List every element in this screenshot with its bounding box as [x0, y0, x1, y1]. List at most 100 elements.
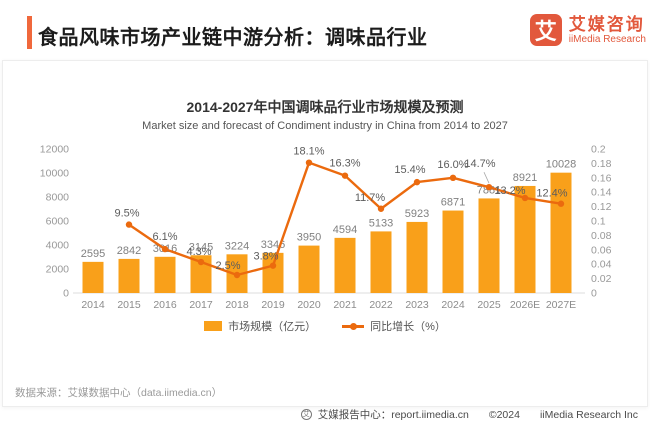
right-axis-tick: 0.08 — [591, 230, 612, 242]
bar-2026E — [514, 185, 536, 293]
footer-company: iiMedia Research Inc — [539, 408, 638, 421]
legend-label: 同比增长（%） — [370, 321, 446, 333]
left-axis-tick: 6000 — [46, 216, 70, 228]
line-marker-2027E — [557, 200, 565, 207]
bar-value-label: 2595 — [81, 248, 105, 260]
x-axis-label: 2017 — [189, 299, 213, 311]
bar-value-label: 3950 — [297, 232, 321, 244]
chart-subtitle: Market size and forecast of Condiment in… — [142, 120, 508, 132]
right-axis-tick: 0.04 — [591, 259, 612, 271]
bar-swatch-icon — [204, 321, 223, 331]
x-axis-label: 2023 — [405, 299, 429, 311]
combo-chart: 0 2000 4000 6000 8000 10000 12000 0 0.02 0.04 0.06… — [40, 144, 612, 312]
right-axis-tick: 0.1 — [591, 216, 606, 228]
bar-2019 — [262, 252, 284, 293]
line-marker-2026E — [521, 194, 529, 202]
left-axis-tick: 0 — [63, 288, 69, 300]
iimedia-logo-icon: 艾 — [529, 14, 562, 46]
bar-2015 — [118, 258, 140, 293]
growth-label: 15.4% — [394, 164, 425, 176]
growth-label: 16.3% — [329, 158, 360, 170]
line-marker-2016 — [161, 245, 169, 253]
x-axis-label: 2027E — [546, 299, 576, 311]
bar-value-label: 10028 — [546, 159, 577, 171]
bar-2024 — [442, 210, 464, 293]
left-axis-tick: 2000 — [46, 264, 70, 276]
label-leader-line — [483, 171, 490, 184]
x-axis-label: 2019 — [261, 299, 285, 311]
line-marker-2025 — [485, 183, 493, 191]
x-axis-label: 2022 — [369, 299, 393, 311]
chart-legend: 市场规模（亿元） 同比增长（%） — [3, 318, 647, 334]
bar-2022 — [370, 231, 392, 293]
x-axis-label: 2020 — [297, 299, 321, 311]
left-axis-tick: 12000 — [40, 144, 69, 156]
x-axis-label: 2026E — [510, 299, 540, 311]
right-axis-tick: 0.02 — [591, 273, 612, 285]
footer-bar: 艾 艾媒报告中心：report.iimedia.cn ©2024 iiMedia… — [0, 407, 650, 422]
legend-item-market-size: 市场规模（亿元） — [204, 318, 316, 334]
growth-label: 13.2% — [494, 185, 525, 197]
line-marker-2019 — [269, 262, 277, 269]
iimedia-globe-icon: 艾 — [300, 409, 312, 420]
growth-label: 14.7% — [464, 158, 495, 170]
footer-copyright: ©2024 — [488, 408, 520, 421]
x-axis-label: 2024 — [441, 299, 465, 311]
logo-subtitle: iiMedia Research — [568, 33, 646, 45]
right-axis-tick: 0 — [591, 288, 597, 300]
right-axis-tick: 0.06 — [591, 244, 612, 256]
bar-value-label: 4594 — [333, 224, 357, 236]
right-axis-tick: 0.16 — [591, 172, 612, 184]
x-axis-label: 2018 — [225, 299, 249, 311]
chart-title: 2014-2027年中国调味品行业市场规模及预测 — [186, 99, 464, 115]
line-marker-2018 — [233, 271, 241, 279]
bar-value-label: 2842 — [117, 245, 141, 257]
legend-label: 市场规模（亿元） — [228, 321, 317, 333]
footer-report-center: 艾媒报告中心：report.iimedia.cn — [317, 409, 469, 421]
line-marker-2020 — [305, 159, 313, 166]
bar-value-label: 7881 — [477, 184, 501, 196]
line-marker-2015 — [125, 221, 133, 228]
x-axis-label: 2015 — [117, 299, 141, 311]
bar-2020 — [298, 245, 320, 293]
bar-value-label: 5133 — [369, 217, 393, 229]
bar-value-label: 8921 — [513, 172, 537, 184]
growth-label: 6.1% — [152, 231, 177, 243]
right-axis-tick: 0.14 — [591, 187, 612, 199]
growth-label: 11.7% — [355, 192, 386, 204]
line-marker-2021 — [341, 172, 349, 179]
legend-item-growth: 同比增长（%） — [342, 318, 446, 334]
bar-2021 — [334, 237, 356, 293]
growth-label: 12.4% — [536, 188, 567, 200]
header-accent-bar — [27, 16, 32, 49]
growth-label: 9.5% — [114, 208, 139, 220]
bar-2014 — [82, 261, 104, 293]
growth-label: 4.3% — [186, 246, 211, 258]
line-swatch-icon — [342, 322, 365, 330]
right-axis-tick: 0.2 — [591, 144, 606, 156]
bar-2023 — [406, 221, 428, 293]
chart-card: 2014-2027年中国调味品行业市场规模及预测 Market size and… — [2, 60, 648, 407]
left-axis-tick: 4000 — [46, 240, 70, 252]
left-axis-tick: 10000 — [40, 168, 69, 180]
data-source-note: 数据来源：艾媒数据中心（data.iimedia.cn） — [15, 387, 223, 399]
x-axis-label: 2025 — [477, 299, 501, 311]
line-marker-2022 — [377, 205, 385, 212]
bar-2016 — [154, 256, 176, 293]
x-axis-label: 2016 — [153, 299, 177, 311]
right-axis-tick: 0.12 — [591, 201, 612, 213]
line-marker-2017 — [197, 258, 205, 266]
page-title: 食品风味市场产业链中游分析：调味品行业 — [38, 27, 428, 49]
logo-name: 艾媒咨询 — [568, 14, 645, 34]
left-axis-tick: 8000 — [46, 192, 70, 204]
x-axis-label: 2021 — [333, 299, 357, 311]
right-axis-tick: 0.18 — [591, 158, 612, 170]
line-marker-2023 — [413, 178, 421, 186]
growth-label: 16.0% — [437, 159, 468, 171]
growth-label: 2.5% — [215, 260, 240, 272]
iimedia-logo: 艾 艾媒咨询 iiMedia Research — [529, 14, 646, 46]
bar-2025 — [478, 198, 500, 293]
growth-label: 18.1% — [293, 146, 324, 158]
bar-value-label: 6871 — [441, 197, 465, 209]
